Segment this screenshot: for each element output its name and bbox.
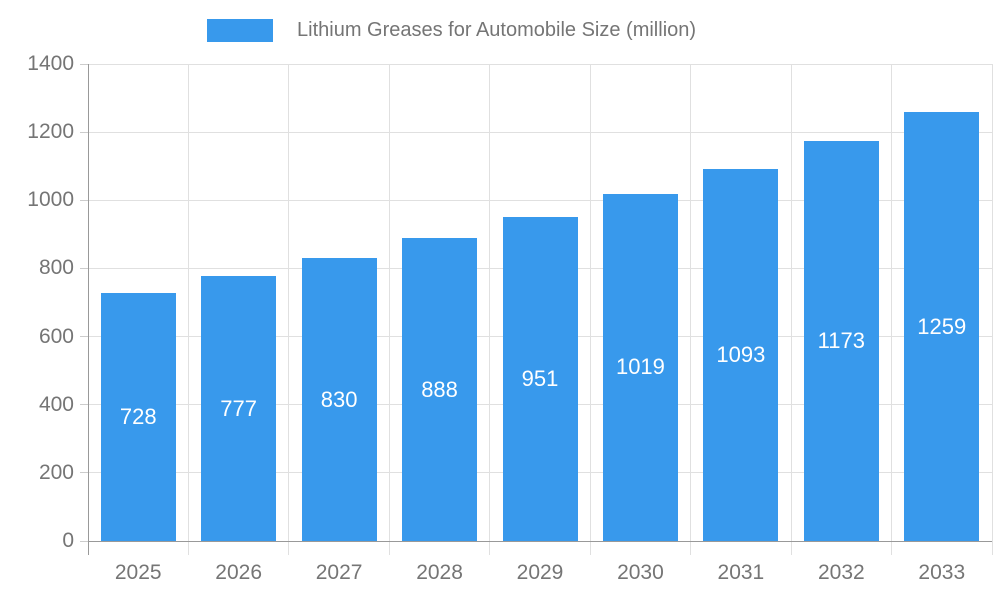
y-tick	[80, 472, 88, 474]
bar-value-label: 1173	[817, 328, 865, 354]
y-axis-label: 800	[38, 256, 74, 280]
y-gridline	[88, 131, 992, 133]
x-axis-label: 2027	[315, 561, 363, 584]
y-axis-line	[87, 64, 89, 555]
x-axis-line	[88, 540, 992, 542]
x-axis-label: 2029	[516, 561, 564, 584]
y-tick	[80, 63, 88, 65]
x-gridline	[388, 64, 390, 555]
bar: 777	[201, 276, 277, 541]
x-axis-label: 2028	[416, 561, 463, 584]
bar: 1019	[602, 193, 678, 541]
y-tick	[80, 336, 88, 338]
y-axis-label: 1200	[27, 120, 74, 144]
y-tick	[80, 199, 88, 201]
bar: 951	[502, 216, 578, 541]
bar-value-label: 1259	[917, 313, 967, 339]
x-axis-label: 2033	[918, 561, 966, 584]
x-gridline	[489, 64, 491, 555]
bar: 888	[402, 238, 478, 541]
y-axis-label: 400	[38, 392, 74, 416]
x-gridline	[891, 64, 893, 555]
y-tick	[80, 404, 88, 406]
x-axis-label: 2031	[717, 561, 765, 584]
y-axis-label: 600	[38, 324, 74, 348]
bar-value-label: 777	[220, 395, 258, 421]
x-axis-label: 2032	[817, 561, 865, 584]
x-gridline	[187, 64, 189, 555]
bar: 1173	[803, 141, 879, 541]
bar: 1093	[703, 168, 779, 541]
x-axis-label: 2025	[114, 561, 162, 584]
y-tick	[80, 131, 88, 133]
legend-swatch	[207, 19, 273, 42]
legend: Lithium Greases for Automobile Size (mil…	[207, 19, 696, 42]
bar: 830	[301, 258, 377, 541]
x-gridline	[991, 64, 993, 555]
bar-value-label: 951	[521, 365, 559, 391]
bar-value-label: 1019	[615, 354, 665, 380]
y-axis-label: 0	[62, 529, 74, 552]
y-tick	[80, 540, 88, 542]
y-tick	[80, 267, 88, 269]
x-gridline	[790, 64, 792, 555]
bar: 728	[100, 292, 176, 541]
legend-label: Lithium Greases for Automobile Size (mil…	[297, 19, 697, 41]
y-gridline	[88, 63, 992, 65]
x-gridline	[690, 64, 692, 555]
plot-area: 0 200 400 600 800 1000 1200 1400 728 2025 777 2026 8…	[27, 52, 993, 584]
x-gridline	[288, 64, 290, 555]
y-axis-label: 1400	[27, 52, 74, 75]
x-axis-label: 2030	[617, 561, 664, 584]
bar-value-label: 728	[119, 403, 157, 429]
y-axis-label: 1000	[27, 188, 74, 212]
bar-value-label: 1093	[716, 341, 766, 367]
bar-value-label: 830	[320, 386, 358, 412]
bar: 1259	[904, 112, 980, 541]
y-axis-label: 200	[38, 460, 74, 484]
bar-value-label: 888	[421, 376, 458, 402]
x-gridline	[589, 64, 591, 555]
x-axis-label: 2026	[215, 561, 263, 584]
y-gridline	[88, 199, 992, 201]
